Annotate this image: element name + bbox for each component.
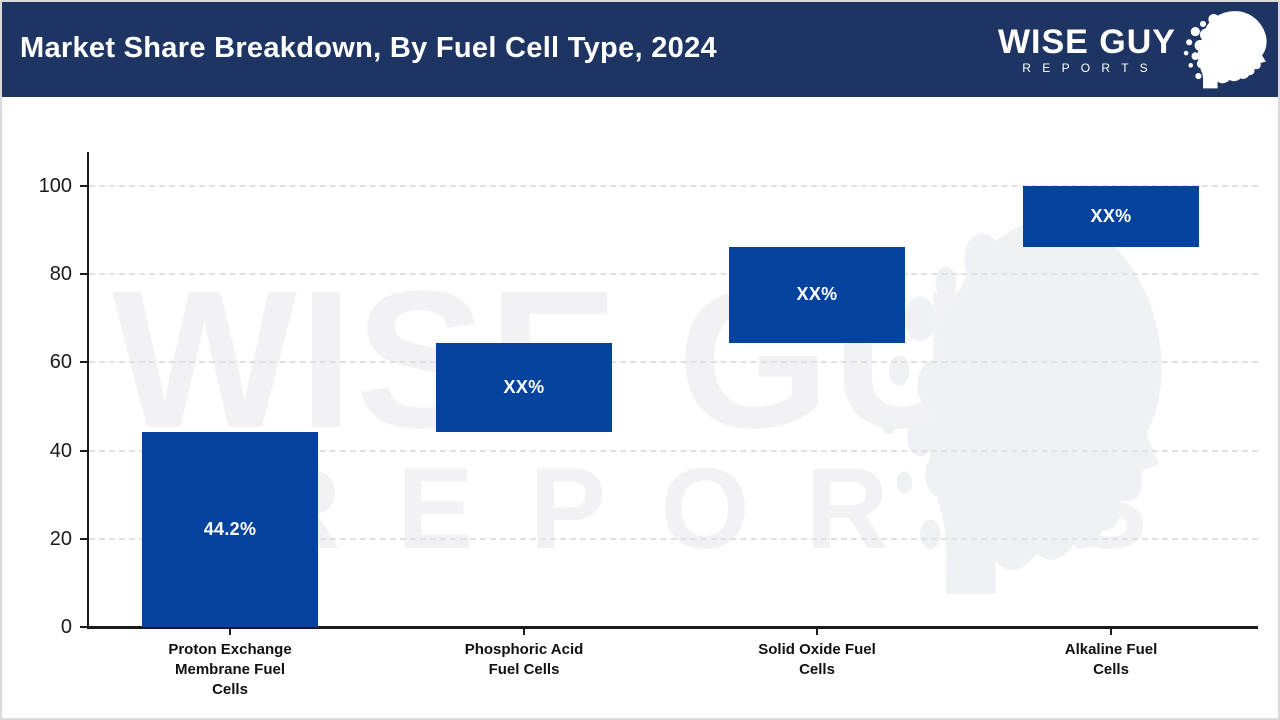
y-tick-mark bbox=[80, 537, 89, 540]
x-category-label: Proton Exchange Membrane Fuel Cells bbox=[110, 640, 350, 700]
y-axis-line bbox=[87, 152, 89, 629]
y-tick-mark bbox=[80, 361, 89, 364]
y-gridline bbox=[89, 449, 1258, 452]
brand-head-icon bbox=[1183, 11, 1267, 89]
y-gridline bbox=[89, 185, 1258, 187]
header-bar: Market Share Breakdown, By Fuel Cell Typ… bbox=[0, 0, 1280, 97]
x-category-label: Phosphoric Acid Fuel Cells bbox=[404, 640, 644, 680]
x-tick-mark bbox=[1110, 629, 1112, 635]
x-category-label-line: Alkaline Fuel bbox=[1064, 641, 1158, 658]
x-tick-mark bbox=[229, 629, 231, 635]
bar-value-label: XX% bbox=[503, 376, 545, 397]
x-category-label-line: Fuel Cells bbox=[488, 661, 560, 678]
x-category-label-line: Cells bbox=[212, 681, 248, 698]
bar: 44.2% bbox=[142, 432, 318, 627]
chart-title: Market Share Breakdown, By Fuel Cell Typ… bbox=[20, 32, 717, 64]
y-tick-mark bbox=[80, 185, 89, 187]
x-category-label: Alkaline Fuel Cells bbox=[991, 640, 1231, 680]
x-category-label-line: Membrane Fuel bbox=[174, 661, 286, 678]
bar-value-label: 44.2% bbox=[203, 519, 257, 540]
bar-value-label: XX% bbox=[796, 284, 838, 305]
y-tick-label: 40 bbox=[49, 439, 72, 462]
x-tick-mark bbox=[816, 629, 818, 635]
bar: XX% bbox=[436, 342, 612, 433]
y-gridline bbox=[89, 537, 1258, 540]
x-axis-line bbox=[87, 626, 1258, 629]
y-tick-label: 0 bbox=[60, 616, 72, 638]
y-tick-label: 100 bbox=[38, 175, 72, 197]
bar: XX% bbox=[1023, 186, 1199, 247]
x-category-label-line: Phosphoric Acid bbox=[464, 641, 584, 658]
brand-name: WISE GUY bbox=[997, 23, 1176, 61]
y-tick-mark bbox=[80, 626, 89, 628]
y-tick-label: 20 bbox=[49, 527, 72, 550]
x-category-label-line: Cells bbox=[1093, 661, 1129, 678]
x-category-label-line: Solid Oxide Fuel bbox=[758, 641, 876, 658]
y-tick-mark bbox=[80, 273, 89, 276]
y-tick-label: 80 bbox=[49, 263, 72, 286]
brand-logo: WISE GUY R E P O R T S bbox=[998, 4, 1272, 96]
x-tick-mark bbox=[523, 629, 525, 635]
y-gridline bbox=[89, 273, 1258, 276]
bar: XX% bbox=[729, 246, 905, 343]
bar-value-label: XX% bbox=[1090, 205, 1132, 226]
brand-subname: R E P O R T S bbox=[1022, 61, 1152, 75]
x-category-label-line: Cells bbox=[799, 661, 835, 678]
x-category-label-line: Proton Exchange bbox=[168, 641, 292, 658]
y-gridline bbox=[89, 361, 1258, 364]
x-category-label: Solid Oxide Fuel Cells bbox=[697, 640, 937, 680]
brand-logo-text: WISE GUY R E P O R T S bbox=[998, 24, 1176, 76]
y-tick-label: 60 bbox=[49, 351, 72, 374]
y-tick-mark bbox=[80, 449, 89, 452]
